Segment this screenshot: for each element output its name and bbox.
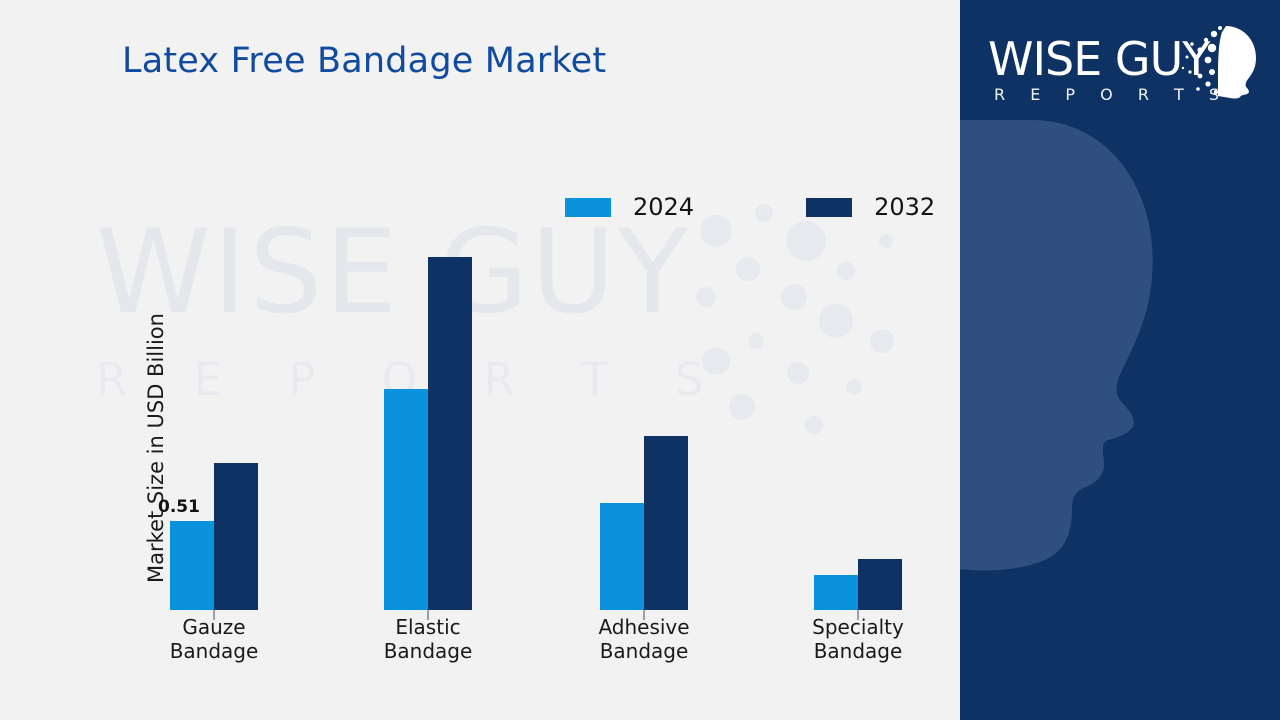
bar-group: Specialty Bandage — [812, 180, 904, 662]
legend-label-2032: 2032 — [874, 193, 936, 221]
brand-panel: WISE GUY R E P O R T S — [960, 0, 1280, 720]
bar-elastic-bandage-2032[interactable] — [428, 257, 472, 610]
bar-specialty-bandage-2024[interactable] — [814, 574, 858, 610]
x-axis-category-line: Bandage — [169, 638, 259, 663]
page-title: Latex Free Bandage Market — [122, 41, 607, 81]
x-axis-category-line: Bandage — [813, 638, 903, 663]
bar-gauze-bandage-2032[interactable] — [214, 462, 258, 610]
legend-swatch-2024 — [565, 197, 611, 217]
x-axis-tick — [643, 610, 645, 620]
bar-value-label: 0.51 — [158, 496, 200, 517]
x-axis-tick — [427, 610, 429, 620]
x-axis-category-line: Bandage — [599, 638, 689, 663]
plot-area: 0.51 Gauze Bandage Elastic Bandage Adhesive Ba… — [96, 180, 926, 662]
x-axis-category-line: Bandage — [383, 638, 473, 663]
bar-group: Elastic Bandage — [384, 180, 472, 662]
bar-adhesive-bandage-2032[interactable] — [644, 436, 688, 610]
legend-item-2032[interactable]: 2032 — [806, 193, 935, 221]
x-axis-category-label: Adhesive Bandage — [544, 615, 744, 663]
brand-name-secondary: R E P O R T S — [994, 85, 1230, 104]
x-axis-category-line: Gauze — [182, 615, 246, 639]
legend-label-2024: 2024 — [633, 193, 695, 221]
brand-logo: WISE GUY R E P O R T S — [988, 26, 1256, 124]
x-axis-tick — [213, 610, 215, 620]
x-axis-category-label: Elastic Bandage — [328, 615, 528, 663]
x-axis-tick — [857, 610, 859, 620]
bar-group: 0.51 Gauze Bandage — [158, 180, 258, 662]
bar-group: Adhesive Bandage — [598, 180, 690, 662]
bar-elastic-bandage-2024[interactable] — [384, 388, 428, 610]
y-axis: Market Size in USD Billion — [68, 218, 168, 583]
bar-adhesive-bandage-2024[interactable] — [600, 502, 644, 610]
head-profile-dots-icon — [1181, 26, 1256, 99]
x-axis-category-label: Gauze Bandage — [114, 615, 314, 663]
legend-item-2024[interactable]: 2024 — [565, 193, 694, 221]
x-axis-category-label: Specialty Bandage — [758, 615, 958, 663]
x-axis-category-line: Adhesive — [598, 615, 690, 639]
bar-gauze-bandage-2024[interactable] — [170, 520, 214, 610]
legend-swatch-2032 — [806, 197, 853, 217]
head-silhouette-icon — [960, 120, 1153, 571]
x-axis-category-line: Elastic — [395, 615, 461, 639]
brand-name-primary: WISE GUY — [988, 32, 1210, 86]
chart-legend: 2024 2032 — [565, 193, 935, 221]
bar-specialty-bandage-2032[interactable] — [858, 559, 902, 610]
x-axis-category-line: Specialty — [812, 615, 904, 639]
